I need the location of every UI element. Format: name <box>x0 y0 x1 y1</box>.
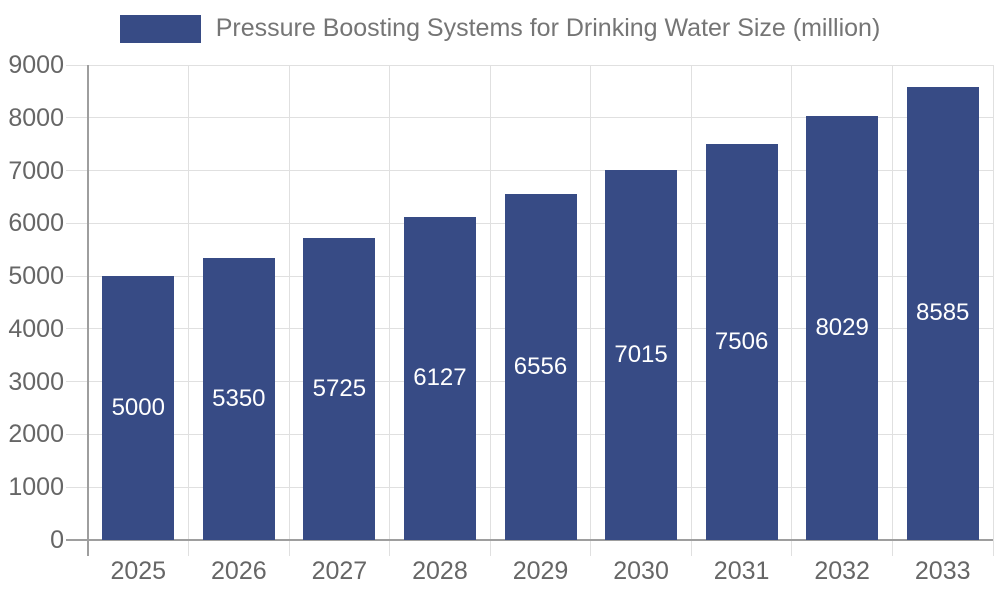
bar-value-label: 5725 <box>312 374 367 402</box>
bar-value-label: 5000 <box>111 394 165 422</box>
y-tick-label: 3000 <box>8 367 64 396</box>
x-grid-line <box>188 65 190 556</box>
bar-value-label: 7015 <box>614 340 668 368</box>
y-tick-label: 7000 <box>8 156 64 185</box>
bar[interactable] <box>605 169 678 540</box>
bar[interactable] <box>202 257 275 540</box>
x-grid-line <box>891 65 893 556</box>
x-tick-label: 2033 <box>914 557 971 585</box>
y-tick-label: 0 <box>50 526 64 554</box>
y-grid-line <box>66 64 993 66</box>
x-tick-label: 2032 <box>814 557 870 585</box>
y-grid-line <box>66 170 993 172</box>
x-tick-label: 2028 <box>412 557 468 585</box>
bar[interactable] <box>504 193 577 540</box>
y-tick-label: 6000 <box>8 209 64 238</box>
bar[interactable] <box>403 216 476 540</box>
y-tick-label: 9000 <box>8 51 64 79</box>
x-grid-line <box>288 65 290 556</box>
bar-value-label: 5350 <box>212 384 266 412</box>
x-tick-label: 2025 <box>110 557 167 585</box>
bar-value-label: 6556 <box>513 352 568 380</box>
bar-value-label: 7506 <box>714 327 769 355</box>
y-tick-label: 8000 <box>8 103 64 132</box>
bar[interactable] <box>806 116 879 540</box>
x-tick-label: 2027 <box>311 557 368 585</box>
bar[interactable] <box>705 143 778 540</box>
bar[interactable] <box>303 237 376 540</box>
legend-label[interactable]: Pressure Boosting Systems for Drinking W… <box>215 14 881 42</box>
y-tick-label: 4000 <box>8 314 64 343</box>
x-grid-line <box>690 65 692 556</box>
x-tick-label: 2026 <box>211 557 267 585</box>
y-tick-label: 2000 <box>8 420 64 449</box>
x-grid-line <box>489 65 491 556</box>
y-tick-label: 1000 <box>8 473 64 502</box>
y-tick-label: 5000 <box>8 262 64 291</box>
x-tick-label: 2030 <box>613 557 669 585</box>
bar-value-label: 8585 <box>916 299 970 327</box>
y-axis-line <box>87 65 89 556</box>
x-grid-line <box>389 65 391 556</box>
legend: Pressure Boosting Systems for Drinking W… <box>0 14 1000 43</box>
x-tick-label: 2029 <box>512 557 569 585</box>
x-grid-line <box>590 65 592 556</box>
bar-value-label: 6127 <box>413 364 467 392</box>
y-grid-line <box>66 117 993 119</box>
legend-swatch[interactable] <box>119 14 201 43</box>
bar[interactable] <box>906 86 979 540</box>
bar[interactable] <box>102 276 175 540</box>
x-grid-line <box>791 65 793 556</box>
x-tick-label: 2031 <box>713 557 770 585</box>
x-grid-line <box>992 65 994 556</box>
x-axis-line <box>66 539 993 541</box>
bar-value-label: 8029 <box>815 314 869 342</box>
